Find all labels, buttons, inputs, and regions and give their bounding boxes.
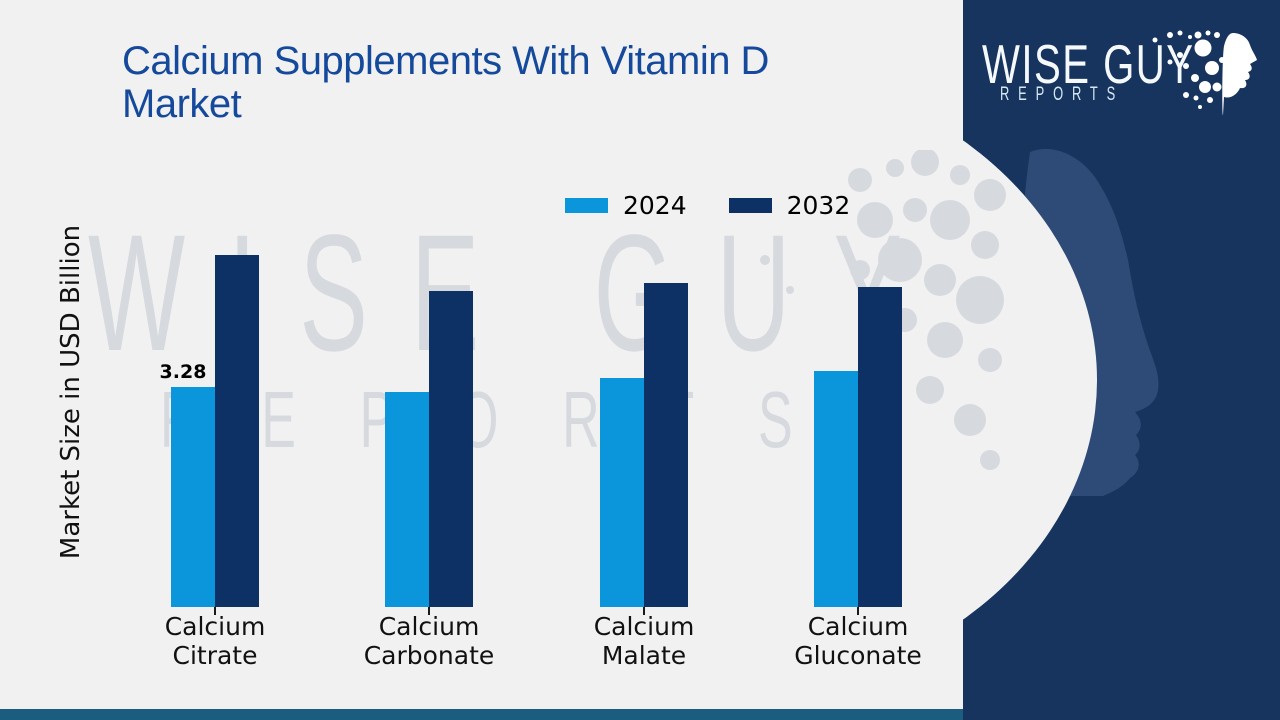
chart-legend: 2024 2032 bbox=[565, 190, 850, 220]
logo-wordmark: WISE GUY bbox=[982, 33, 1195, 95]
bar-2032-calcium-gluconate bbox=[858, 287, 902, 607]
x-category-label: Calcium Gluconate bbox=[794, 612, 922, 670]
page-title-line2: Market bbox=[122, 82, 242, 126]
bar-2024-calcium-carbonate bbox=[385, 392, 429, 607]
x-category-label: Calcium Malate bbox=[593, 612, 695, 670]
legend-label-2024: 2024 bbox=[623, 190, 687, 220]
x-axis-tick bbox=[643, 607, 645, 615]
bar-2032-calcium-carbonate bbox=[429, 291, 473, 607]
logo-face-icon bbox=[1152, 30, 1257, 115]
legend-swatch-2024 bbox=[565, 197, 608, 213]
watermark-dots-decoration bbox=[760, 150, 1006, 470]
bar-2032-calcium-malate bbox=[644, 283, 688, 607]
x-category-label: Calcium Citrate bbox=[164, 612, 266, 670]
y-axis-label: Market Size in USD Billion bbox=[56, 224, 86, 560]
bar-2024-calcium-malate bbox=[600, 378, 644, 607]
legend-swatch-2032 bbox=[728, 197, 772, 213]
footer-accent-bar bbox=[0, 709, 1280, 720]
bar-value-label: 3.28 bbox=[159, 361, 207, 383]
bar-2024-calcium-gluconate bbox=[814, 371, 858, 607]
bar-2032-calcium-citrate bbox=[215, 255, 259, 607]
bar-2024-calcium-citrate bbox=[171, 387, 215, 607]
x-axis-tick bbox=[214, 607, 216, 615]
legend-label-2032: 2032 bbox=[786, 190, 851, 220]
page-title-line1: Calcium Supplements With Vitamin D bbox=[122, 39, 769, 83]
x-category-label: Calcium Carbonate bbox=[363, 612, 495, 670]
logo-subtext: REPORTS bbox=[1000, 84, 1125, 105]
page-title: Calcium Supplements With Vitamin D Market bbox=[122, 40, 769, 126]
x-axis-tick bbox=[857, 607, 859, 615]
x-axis-tick bbox=[428, 607, 430, 615]
